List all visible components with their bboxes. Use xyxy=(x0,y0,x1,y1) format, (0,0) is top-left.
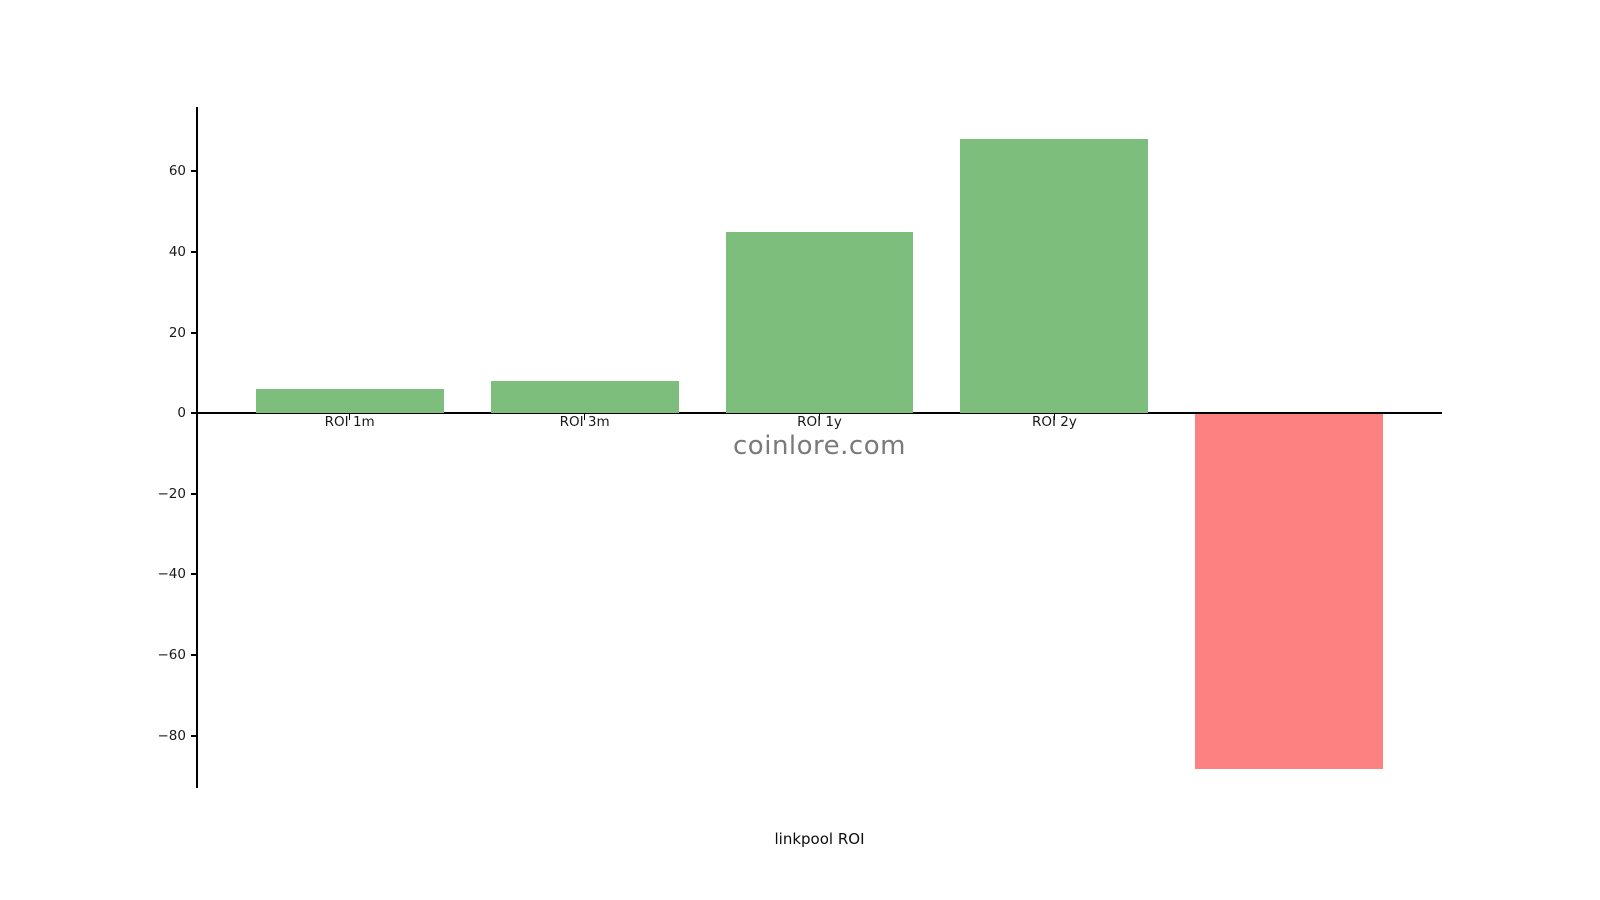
x-tick-label: ROI 1y xyxy=(797,414,842,431)
y-tick-mark xyxy=(191,251,197,254)
y-tick-label: −40 xyxy=(157,566,187,583)
y-tick-label: −20 xyxy=(157,485,187,502)
bar-unlabeled xyxy=(1195,414,1384,769)
x-tick-mark xyxy=(348,413,351,421)
x-tick-mark xyxy=(1053,413,1056,421)
x-tick-mark xyxy=(818,413,821,421)
y-tick-mark xyxy=(191,654,197,657)
y-tick-label: −60 xyxy=(157,647,187,664)
y-axis-line xyxy=(196,107,198,788)
y-tick-mark xyxy=(191,734,197,737)
y-tick-mark xyxy=(191,492,197,495)
y-tick-label: 60 xyxy=(168,163,186,180)
x-tick-mark xyxy=(583,413,586,421)
y-tick-mark xyxy=(191,170,197,173)
bar-roi-2y xyxy=(960,139,1149,414)
watermark-text: coinlore.com xyxy=(733,431,906,461)
x-tick-label: ROI 3m xyxy=(559,414,610,431)
y-tick-mark xyxy=(191,573,197,576)
y-tick-label: 40 xyxy=(168,244,186,261)
x-tick-label: ROI 2y xyxy=(1031,414,1077,431)
y-tick-label: 0 xyxy=(177,405,186,422)
bar-roi-1y xyxy=(725,231,914,414)
y-tick-mark xyxy=(191,412,197,415)
y-tick-label: 20 xyxy=(168,324,186,341)
bar-roi-3m xyxy=(490,381,679,414)
bar-roi-1m xyxy=(255,389,444,414)
x-tick-label: ROI 1m xyxy=(324,414,375,431)
chart-title: linkpool ROI xyxy=(774,830,865,848)
y-tick-label: −80 xyxy=(157,727,187,744)
y-tick-mark xyxy=(191,331,197,334)
